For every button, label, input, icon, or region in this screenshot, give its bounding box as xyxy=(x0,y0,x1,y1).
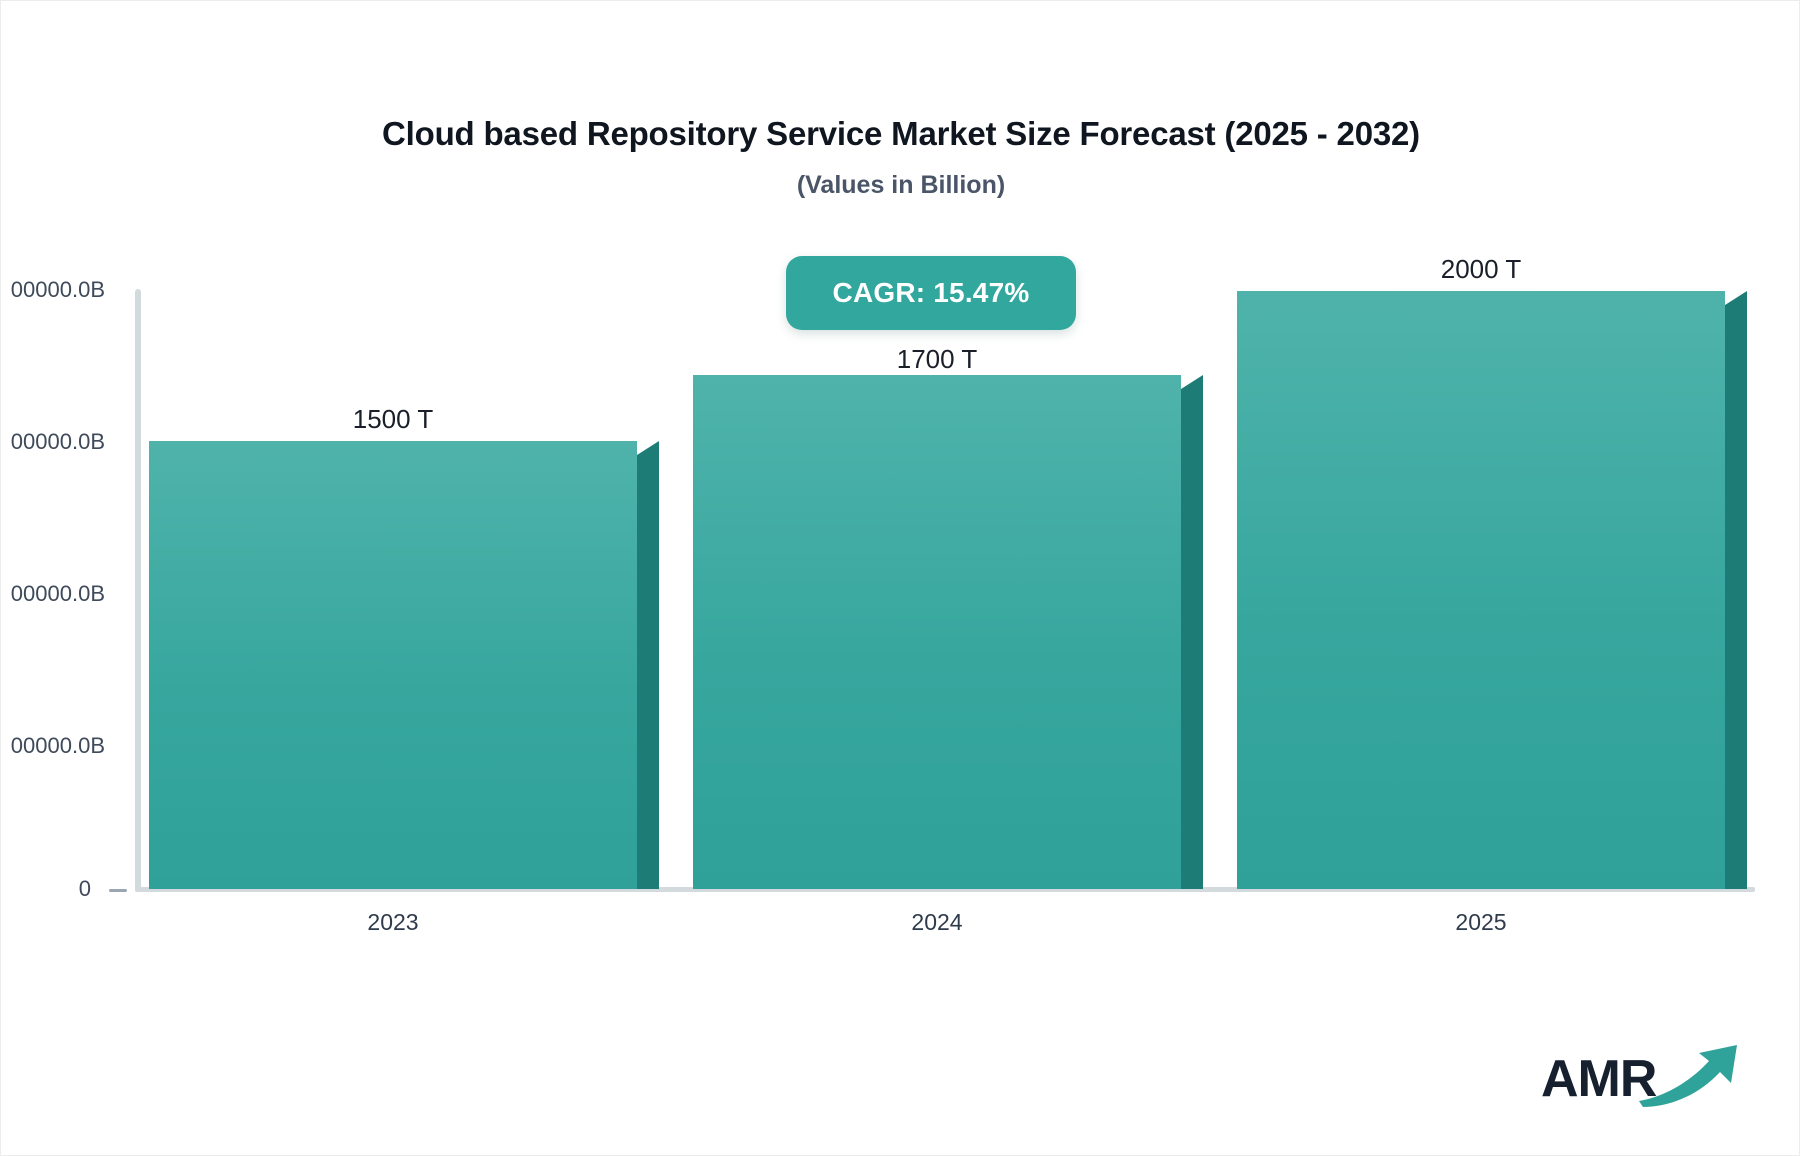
bar-value-label-2024: 1700 T xyxy=(896,344,978,374)
bar-value-label-2023: 1500 T xyxy=(352,404,434,434)
bar-side-shading xyxy=(1725,291,1747,889)
x-axis-category-2023: 2023 xyxy=(367,909,419,935)
y-axis-tick-label: 00000.0B xyxy=(10,429,105,454)
bar-face xyxy=(693,375,1181,889)
y-axis-line xyxy=(135,289,141,891)
bar-2024[interactable] xyxy=(693,375,1203,889)
cagr-badge: CAGR: 15.47% xyxy=(786,256,1076,330)
bar-value-label-2025: 2000 T xyxy=(1440,254,1522,284)
x-axis-line xyxy=(135,887,1755,892)
chart-title: Cloud based Repository Service Market Si… xyxy=(382,115,1420,152)
y-axis-tick-mark xyxy=(109,889,127,892)
bar-face xyxy=(149,441,637,889)
bar-2023[interactable] xyxy=(149,441,659,889)
bar-side-shading xyxy=(637,441,659,889)
y-axis-tick-label: 00000.0B xyxy=(10,277,105,302)
y-axis-tick-label-zero: 0 xyxy=(78,876,91,901)
chart-subtitle: (Values in Billion) xyxy=(796,171,1006,199)
bar-side-shading xyxy=(1181,375,1203,889)
x-axis-category-2025: 2025 xyxy=(1455,909,1507,935)
bar-2025[interactable] xyxy=(1237,291,1747,889)
y-axis-tick-label: 00000.0B xyxy=(10,581,105,606)
trend-up-arrow-icon xyxy=(1639,1045,1737,1107)
x-axis-category-2024: 2024 xyxy=(911,909,963,935)
cagr-badge-label: CAGR: 15.47% xyxy=(832,277,1030,308)
bar-face xyxy=(1237,291,1725,889)
y-axis-tick-label: 00000.0B xyxy=(10,733,105,758)
amr-logo-text: AMR xyxy=(1541,1050,1657,1108)
amr-logo: AMR xyxy=(1541,1041,1741,1121)
